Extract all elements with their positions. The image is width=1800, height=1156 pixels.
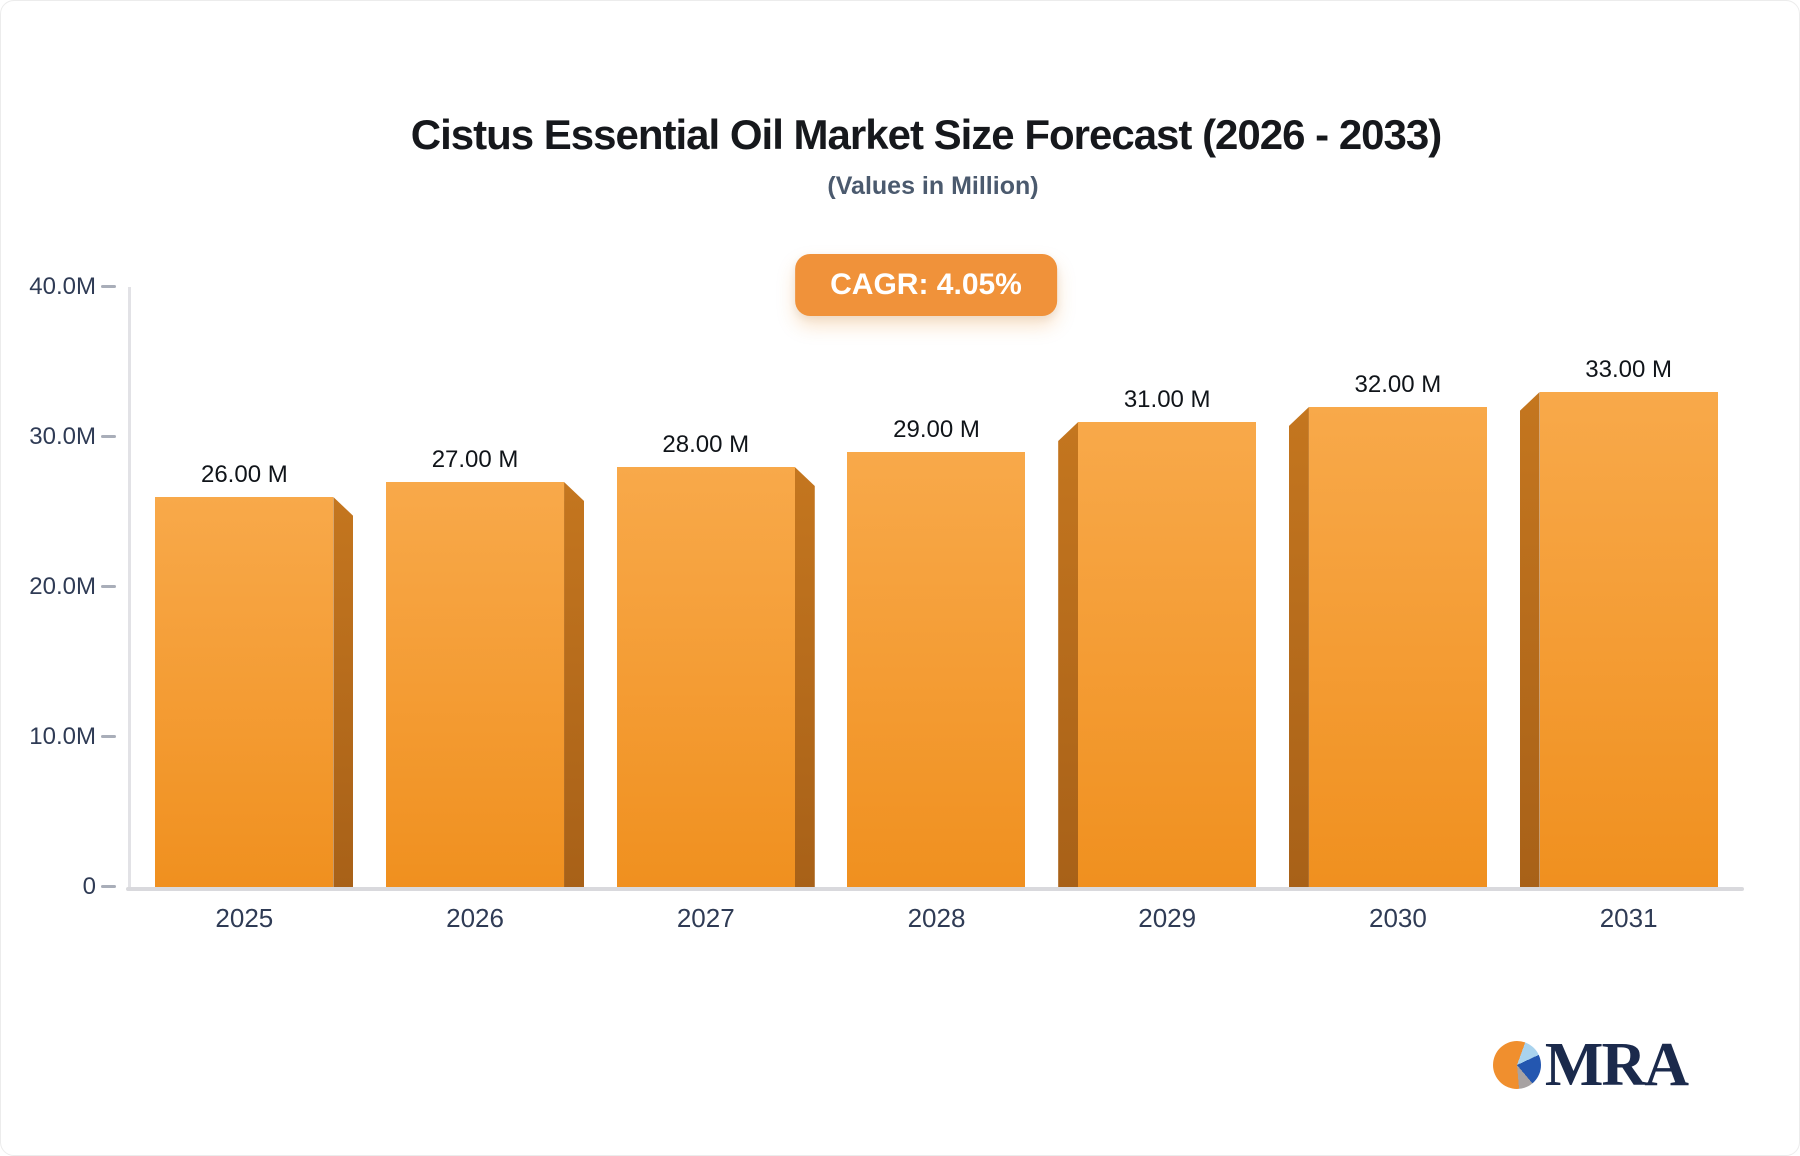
bar-face (1078, 422, 1257, 887)
x-axis-line (126, 887, 1744, 891)
chart-title: Cistus Essential Oil Market Size Forecas… (410, 111, 1442, 158)
bar-group-2031: 33.00 M 2031 (1513, 287, 1744, 933)
bar-side-face (333, 497, 354, 887)
x-tick-label: 2031 (1599, 903, 1658, 933)
bar-face (616, 467, 795, 887)
y-tick-label: 10.0M (29, 723, 96, 750)
cagr-badge: CAGR: 4.05% (795, 254, 1057, 316)
y-tick-mark (101, 585, 116, 588)
y-tick-mark (101, 885, 116, 888)
bar-value-label: 31.00 M (1123, 386, 1211, 413)
bar-value-label: 26.00 M (200, 461, 288, 488)
bar-face (1539, 392, 1718, 887)
y-tick-label: 40.0M (29, 273, 96, 300)
bar-face (1308, 407, 1487, 887)
chart-subtitle: (Values in Million) (827, 172, 1039, 200)
bar-group-2030: 32.00 M 2030 (1283, 287, 1514, 933)
y-axis-line (128, 287, 131, 887)
y-tick-label: 20.0M (29, 573, 96, 600)
y-tick-mark (101, 435, 116, 438)
bar-face (155, 497, 334, 887)
x-tick-label: 2029 (1138, 903, 1197, 933)
y-tick-mark (101, 735, 116, 738)
bar-group-2026: 27.00 M 2026 (360, 287, 591, 933)
brand-logo: MRA (1492, 1031, 1689, 1099)
bar-group-2025: 26.00 M 2025 (129, 287, 360, 933)
x-tick-label: 2028 (907, 903, 966, 933)
x-tick-label: 2030 (1368, 903, 1427, 933)
y-tick-mark (101, 285, 116, 288)
brand-logo-text: MRA (1544, 1031, 1689, 1099)
bar-value-label: 29.00 M (893, 416, 980, 443)
bar-group-2027: 28.00 M 2027 (590, 287, 821, 933)
bar-face (847, 452, 1026, 887)
bar-value-label: 27.00 M (431, 446, 519, 473)
bar-value-label: 28.00 M (662, 431, 750, 458)
y-tick-label: 0 (82, 873, 96, 900)
x-tick-label: 2026 (446, 903, 504, 933)
x-tick-label: 2027 (676, 903, 735, 933)
bar-side-face (564, 482, 585, 887)
bar-value-label: 33.00 M (1585, 356, 1672, 383)
bar-face (386, 482, 565, 887)
bar-side-face (1519, 392, 1540, 887)
bar-group-2029: 31.00 M 2029 (1052, 287, 1283, 933)
pie-chart-logo-icon (1492, 1041, 1541, 1089)
x-tick-label: 2025 (215, 903, 274, 933)
bar-side-face (794, 467, 815, 887)
bar-value-label: 32.00 M (1354, 371, 1442, 398)
bar-side-face (1058, 422, 1079, 887)
y-tick-label: 30.0M (29, 423, 96, 450)
bar-side-face (1288, 407, 1309, 887)
bar-group-2028: 29.00 M 2028 (821, 287, 1052, 933)
